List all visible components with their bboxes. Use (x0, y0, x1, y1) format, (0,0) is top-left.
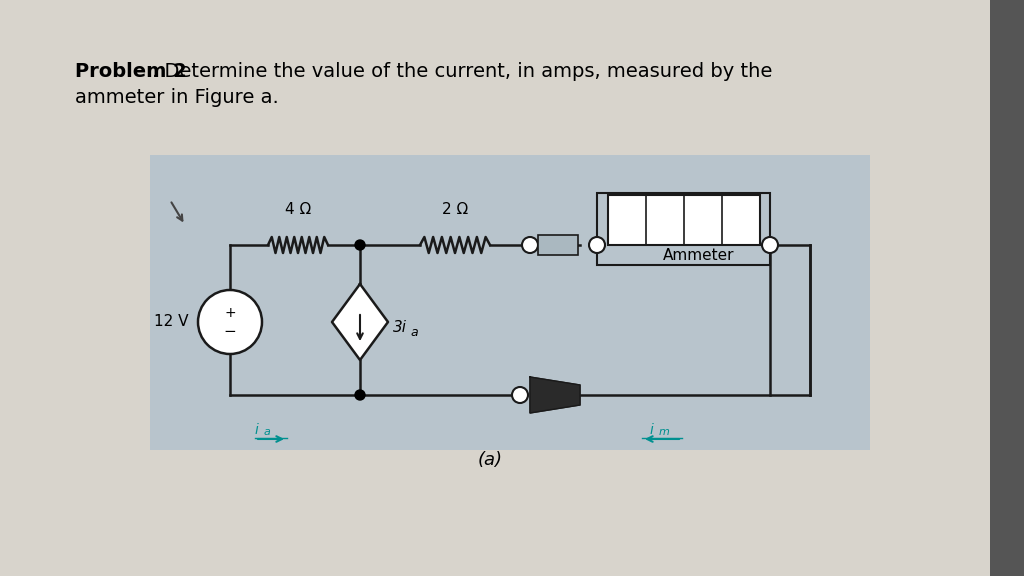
Text: 3i: 3i (393, 320, 407, 335)
Bar (150, 155, 870, 450)
Circle shape (355, 240, 365, 250)
Text: (a): (a) (477, 451, 503, 469)
Circle shape (522, 237, 538, 253)
Text: i: i (255, 423, 259, 437)
Text: Ammeter: Ammeter (663, 248, 734, 263)
Bar (597, 193, 770, 265)
Bar (538, 235, 578, 255)
Text: 12 V: 12 V (154, 314, 188, 329)
Circle shape (589, 237, 605, 253)
Text: a: a (410, 325, 418, 339)
Text: i: i (650, 423, 654, 437)
Text: +: + (224, 306, 236, 320)
Text: . Determine the value of the current, in amps, measured by the: . Determine the value of the current, in… (152, 62, 772, 81)
Polygon shape (530, 377, 580, 413)
Text: −: − (223, 324, 237, 339)
Bar (608, 195, 760, 245)
Text: 2 Ω: 2 Ω (442, 202, 468, 217)
Circle shape (198, 290, 262, 354)
Circle shape (355, 390, 365, 400)
Text: m: m (659, 427, 670, 437)
Bar (990, 0, 1024, 576)
Circle shape (512, 387, 528, 403)
Text: Problem 2: Problem 2 (75, 62, 186, 81)
Text: ammeter in Figure a.: ammeter in Figure a. (75, 88, 279, 107)
Text: 4 Ω: 4 Ω (285, 202, 311, 217)
Text: a: a (264, 427, 271, 437)
Circle shape (762, 237, 778, 253)
Polygon shape (332, 284, 388, 360)
